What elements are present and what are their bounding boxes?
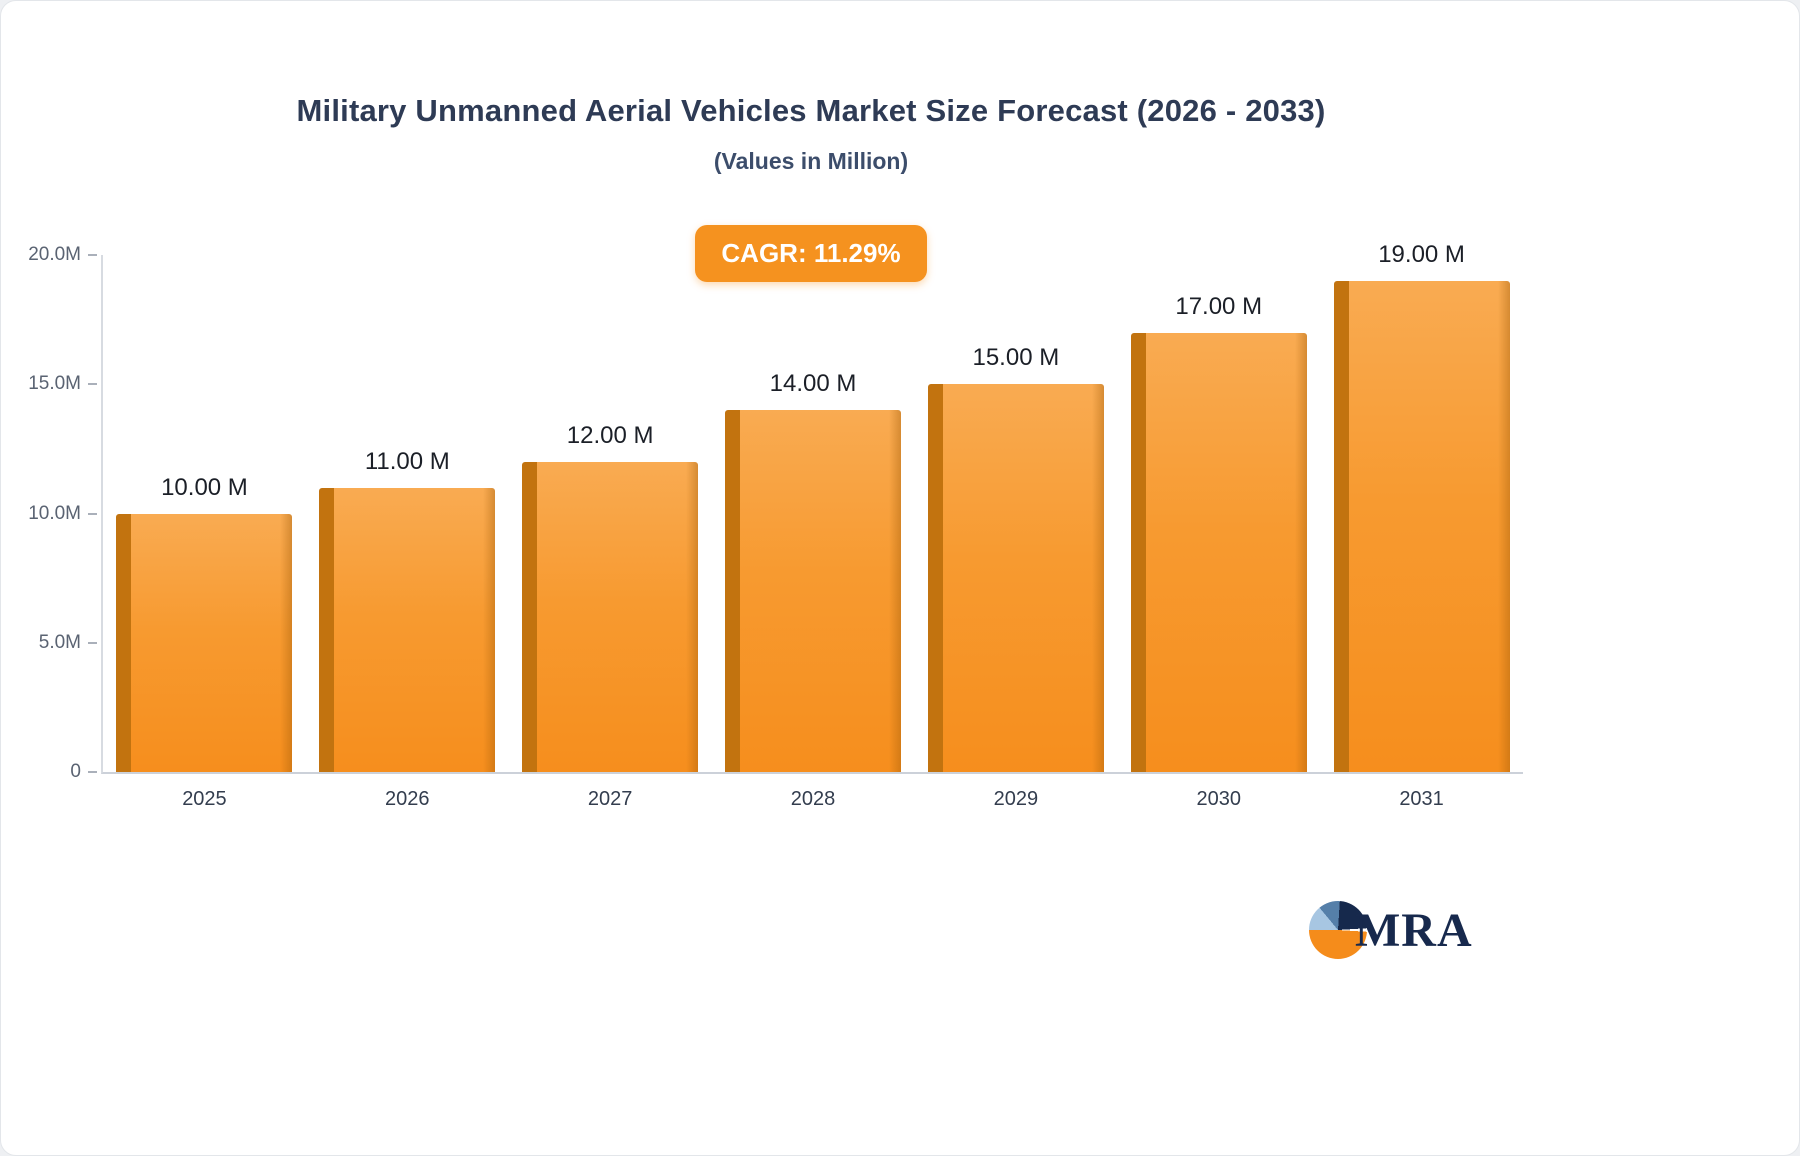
y-axis-tick-label: 5.0M — [38, 631, 81, 653]
y-axis-tick-label: 20.0M — [28, 244, 81, 265]
mra-logo: MRA — [1309, 901, 1473, 959]
bar-value-label: 11.00 M — [364, 447, 450, 475]
chart-title: Military Unmanned Aerial Vehicles Market… — [296, 93, 1326, 128]
bar-value-label: 14.00 M — [769, 370, 857, 398]
y-axis-tick-mark — [88, 254, 97, 256]
bar-value-label: 12.00 M — [566, 421, 654, 449]
chart-subtitle: (Values in Million) — [713, 148, 909, 174]
mra-logo-pie-icon — [1309, 901, 1367, 959]
cagr-badge: CAGR: 11.29% — [695, 225, 927, 282]
bar-value-label: 15.00 M — [972, 344, 1060, 372]
y-axis-tick-label: 0 — [70, 761, 81, 782]
plot-area: 20.0M 15.0M 10.0M 5.0M 0 10.00 M 2025 11.00 M 20… — [28, 241, 1523, 810]
bar-2027 — [522, 461, 699, 772]
y-axis-tick-mark — [88, 641, 97, 644]
x-axis-label: 2026 — [385, 788, 430, 810]
cagr-badge-row: CAGR: 11.29% — [101, 225, 1521, 282]
bar-2031 — [1333, 280, 1510, 772]
y-axis-tick-mark — [88, 512, 97, 515]
bar-value-label: 19.00 M — [1378, 240, 1465, 268]
x-axis-label: 2027 — [587, 788, 633, 810]
y-axis-tick-mark — [88, 383, 97, 386]
bar-2029 — [927, 384, 1104, 772]
x-axis-label: 2031 — [1399, 788, 1444, 810]
y-axis-tick-label: 10.0M — [28, 502, 81, 524]
bar-2026 — [319, 487, 496, 772]
mra-logo-text: MRA — [1355, 903, 1473, 957]
x-axis-label: 2025 — [182, 788, 227, 810]
x-axis-label: 2029 — [993, 788, 1039, 810]
bar-2025 — [116, 513, 293, 772]
bar-value-label: 17.00 M — [1175, 292, 1263, 320]
bar-2028 — [725, 410, 901, 772]
x-axis-label: 2030 — [1196, 788, 1241, 810]
y-axis-tick-label: 15.0M — [28, 373, 81, 395]
x-axis-label: 2028 — [790, 788, 836, 810]
bar-value-label: 10.00 M — [161, 473, 248, 501]
y-axis-tick-mark — [88, 771, 97, 773]
bar-2030 — [1130, 332, 1307, 772]
